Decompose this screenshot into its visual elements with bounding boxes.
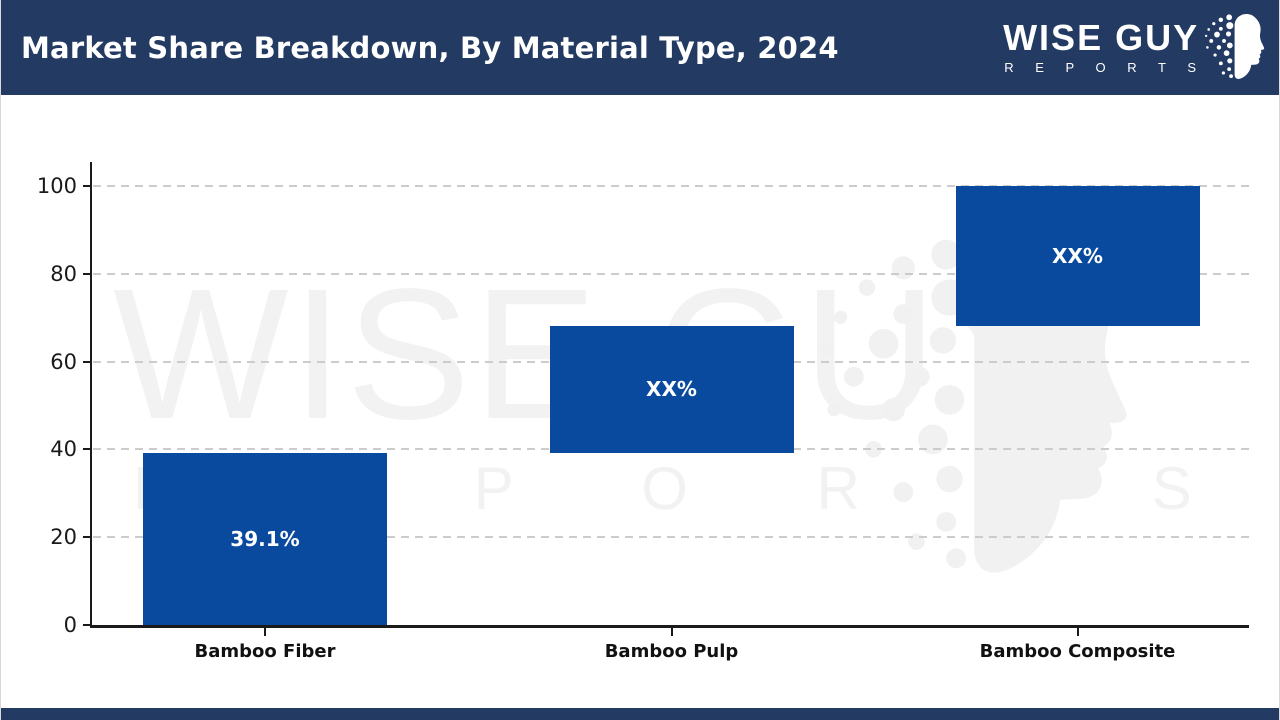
gridline-80 (93, 272, 1249, 275)
wiseguy-logo: WISE GUY R E P O R T S (997, 12, 1265, 84)
y-tick-80 (83, 272, 90, 275)
logo-subtitle: R E P O R T S (1004, 60, 1205, 75)
bar-value-label-bamboo-pulp: XX% (646, 377, 697, 402)
x-axis-label-bamboo-pulp: Bamboo Pulp (604, 641, 739, 662)
x-tick-bamboo-composite (1076, 628, 1079, 636)
bar-bamboo-composite: XX% (955, 186, 1200, 326)
x-axis-label-bamboo-fiber: Bamboo Fiber (194, 641, 336, 662)
y-tick-label-60: 60 (50, 349, 77, 374)
logo-wordmark: WISE GUY (1003, 17, 1200, 58)
x-axis-label-bamboo-composite: Bamboo Composite (979, 641, 1176, 662)
bar-bamboo-pulp: XX% (549, 325, 794, 454)
x-tick-bamboo-fiber (264, 628, 266, 636)
y-tick-100 (83, 185, 90, 187)
y-tick-label-20: 20 (50, 525, 77, 550)
bar-value-label-bamboo-composite: XX% (1052, 243, 1103, 268)
y-tick-label-0: 0 (63, 613, 77, 637)
gridline-20 (93, 536, 1249, 539)
x-tick-bamboo-pulp (670, 628, 673, 636)
y-axis-spine (90, 162, 92, 628)
footer-bar (1, 708, 1279, 720)
gridline-100 (93, 185, 1249, 187)
logo-face-icon (1204, 13, 1265, 79)
y-tick-label-100: 100 (36, 174, 77, 198)
y-tick-label-40: 40 (50, 437, 77, 462)
bar-bamboo-fiber: 39.1% (143, 453, 387, 625)
logo-text: WISE GUY R E P O R T S (997, 17, 1205, 76)
y-tick-40 (83, 448, 90, 451)
y-tick-label-80: 80 (50, 261, 77, 286)
x-axis-spine (90, 625, 1249, 628)
bar-value-label-bamboo-fiber: 39.1% (230, 527, 300, 552)
y-tick-60 (83, 360, 90, 363)
page-title: Market Share Breakdown, By Material Type… (21, 30, 839, 65)
header-bar: Market Share Breakdown, By Material Type… (1, 0, 1279, 95)
y-tick-20 (83, 536, 90, 539)
y-tick-0 (83, 624, 90, 626)
